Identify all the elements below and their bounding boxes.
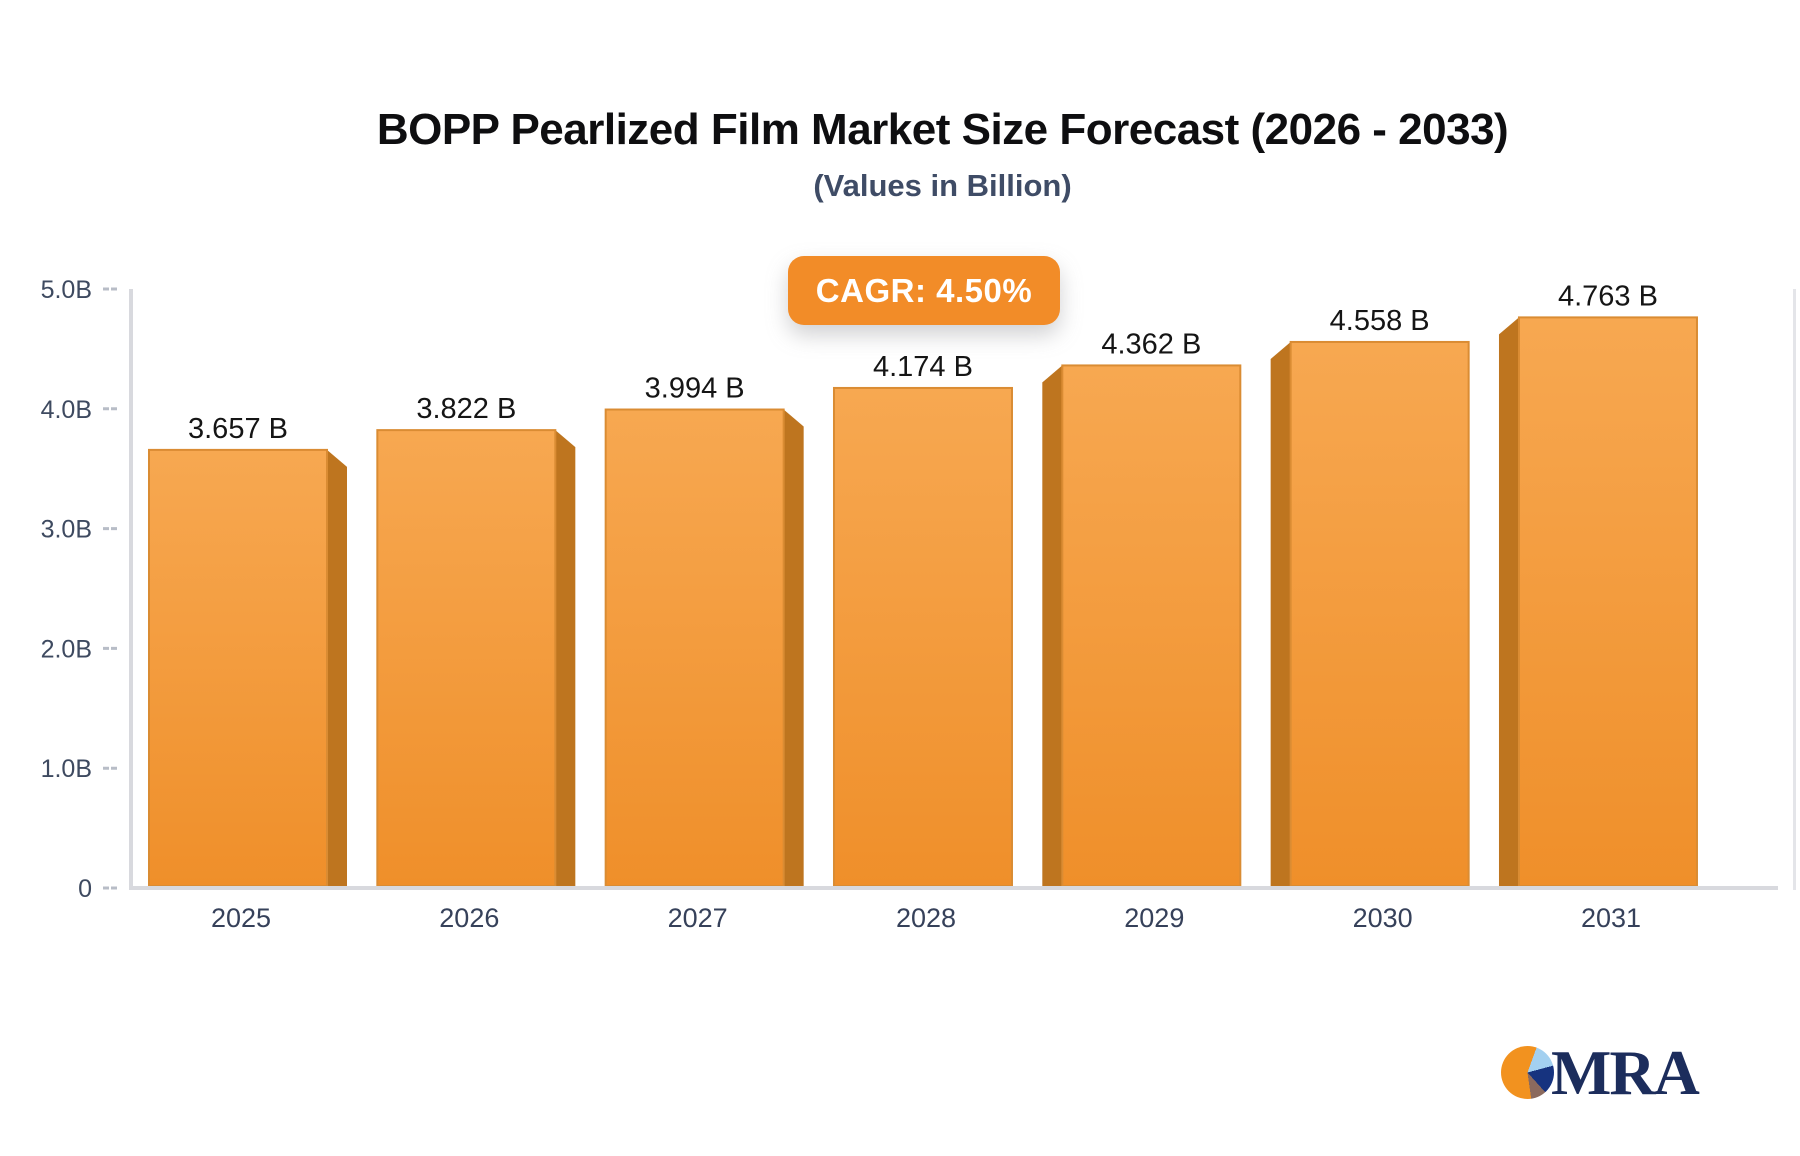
bar-side-face [1042,365,1063,887]
y-axis-tick-label: 2.0B [41,635,92,663]
x-axis-baseline [129,886,1778,890]
x-axis-category-label: 2029 [1124,903,1184,933]
y-axis-tick-label: 5.0B [41,276,92,304]
bar [1042,364,1242,888]
plot-right-border [1793,289,1796,890]
bar-value-label: 4.558 B [1330,305,1430,337]
x-axis-category-label: 2030 [1353,903,1413,933]
bar-side-face [1270,341,1291,886]
x-axis-category-label: 2028 [896,903,956,933]
bar-value-label: 4.763 B [1558,280,1658,312]
bar-value-label: 3.994 B [645,373,745,405]
mra-logo: MRA [1501,1040,1761,1110]
chart-subtitle: (Values in Billion) [813,168,1072,203]
bar-face [604,408,785,887]
y-axis-line [129,289,133,890]
bar [376,429,576,887]
bar-side-face [327,449,347,886]
y-axis-tick-label: 4.0B [41,396,92,424]
x-axis-category-label: 2026 [439,903,499,933]
y-axis-tick-label: 3.0B [41,516,92,544]
bar-value-label: 4.174 B [873,351,973,383]
bar-face [1517,316,1698,888]
bar-side-face [555,430,576,886]
bar [1498,316,1698,888]
bar [604,408,804,887]
bar [832,386,1013,887]
bar-side-face [1498,317,1519,887]
bar-face [1289,340,1470,887]
cagr-badge: CAGR: 4.50% [788,256,1060,325]
bar-face [376,429,557,887]
bar [148,448,347,887]
page-title: BOPP Pearlized Film Market Size Forecast… [376,105,1509,154]
bar-face [148,448,328,887]
x-axis-category-label: 2025 [211,903,271,933]
bar-value-label: 3.657 B [188,413,288,445]
bar-value-label: 4.362 B [1101,328,1201,360]
mra-logo-text: MRA [1551,1037,1700,1108]
cagr-badge-label: CAGR: 4.50% [815,271,1033,309]
bar-side-face [783,409,804,886]
bar-face [1061,364,1242,888]
x-axis-category-label: 2027 [668,903,728,933]
y-axis-tick-label: 1.0B [41,755,92,783]
pie-chart-logo-icon [1501,1046,1554,1099]
bar-value-label: 3.822 B [416,393,516,425]
x-axis-category-label: 2031 [1581,903,1641,933]
y-axis-tick-label: 0 [78,875,92,903]
bar-face [832,386,1013,887]
bar [1270,340,1470,887]
